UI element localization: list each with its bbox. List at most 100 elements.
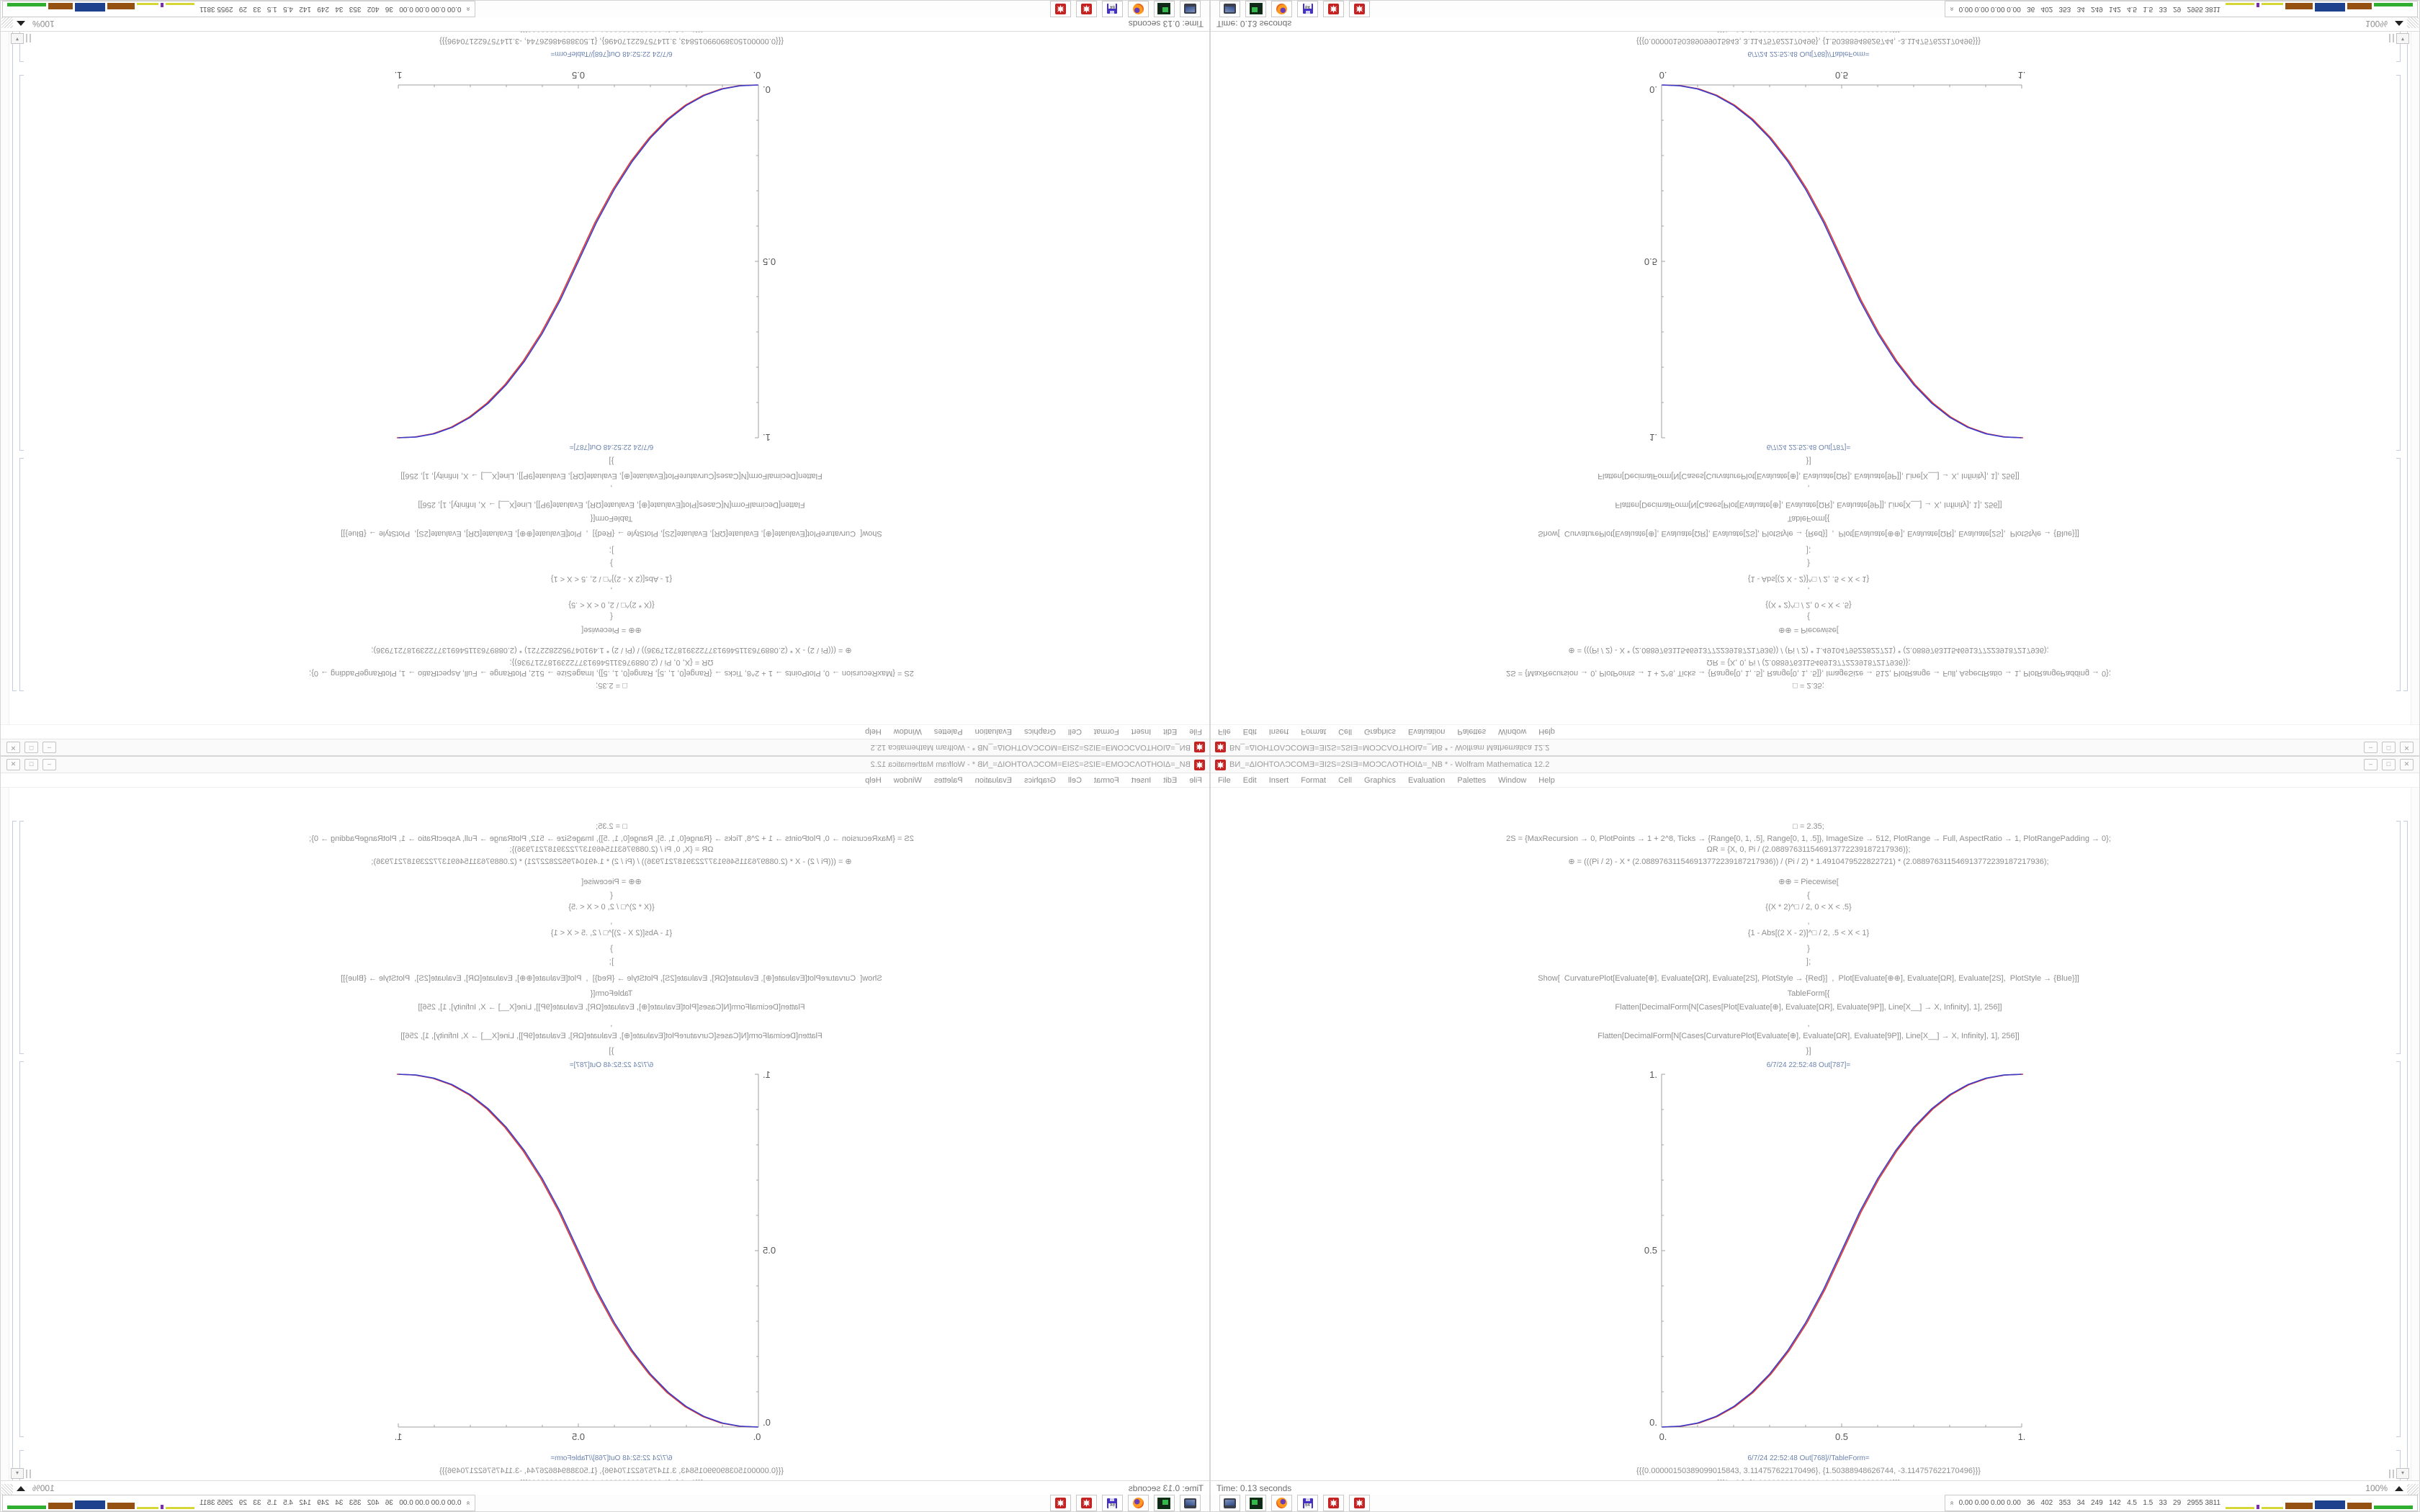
mathematica-icon[interactable] [1076,1,1097,17]
vertical-scrollbar[interactable] [2411,788,2419,1480]
horizontal-scrollbar-corner[interactable]: ▾ [2389,33,2409,44]
firefox-icon[interactable] [1128,1,1149,17]
magnification-control[interactable]: 100% [17,1483,55,1493]
terminal-icon[interactable] [1154,1,1175,17]
menu-item-graphics[interactable]: Graphics [1364,775,1397,785]
cell-group-bracket[interactable] [2403,821,2408,1486]
scrollbar-dropdown-icon[interactable]: ▾ [11,33,24,44]
menu-item-file[interactable]: File [1218,775,1231,785]
maximize-button[interactable]: □ [2382,759,2396,770]
mathematica-icon[interactable] [1323,1,1344,17]
mathematica-icon-2[interactable] [1349,1495,1370,1511]
horizontal-scrollbar-corner[interactable]: ▾ [11,1468,31,1479]
system-monitor-widget[interactable]: » 0.00 0.00 0.00 0.00 36 402 353 34 249 … [2,1,475,17]
floppy-64-icon[interactable]: 64 [1102,1495,1123,1511]
menu-item-cell[interactable]: Cell [1338,727,1353,737]
mathematica-icon[interactable] [1076,1495,1097,1511]
menu-item-insert[interactable]: Insert [1268,775,1289,785]
cell-bracket[interactable] [19,821,24,1054]
cell-group-bracket[interactable] [2403,26,2408,691]
cell-group-bracket[interactable] [12,821,17,1486]
scrollbar-dropdown-icon[interactable]: ▾ [2396,1468,2409,1479]
horizontal-scrollbar-corner[interactable]: ▾ [2389,1468,2409,1479]
menu-item-evaluation[interactable]: Evaluation [1408,775,1446,785]
maximize-button[interactable]: □ [24,742,38,753]
expand-chevron-icon[interactable]: » [1948,1500,1956,1506]
minimize-button[interactable]: – [2364,759,2378,770]
menu-item-file[interactable]: File [1189,727,1202,737]
menu-item-file[interactable]: File [1218,727,1231,737]
maximize-button[interactable]: □ [24,759,38,770]
cell-bracket[interactable] [19,1061,24,1437]
cell-bracket[interactable] [2396,458,2401,691]
cell-bracket[interactable] [2396,821,2401,1054]
minimize-button[interactable]: – [2364,742,2378,753]
menu-item-evaluation[interactable]: Evaluation [974,775,1012,785]
expand-chevron-icon[interactable]: » [1948,6,1956,12]
vm-monitor-icon[interactable] [1219,1,1240,17]
magnification-control[interactable]: 100% [2365,1483,2403,1493]
floppy-64-icon[interactable]: 64 [1297,1495,1318,1511]
menu-item-palettes[interactable]: Palettes [933,775,963,785]
menu-item-evaluation[interactable]: Evaluation [974,727,1012,737]
menu-item-edit[interactable]: Edit [1163,775,1178,785]
mathematica-icon[interactable] [1323,1495,1344,1511]
vertical-scrollbar[interactable] [2411,32,2419,724]
firefox-icon[interactable] [1271,1495,1292,1511]
menu-item-format[interactable]: Format [1093,727,1119,737]
floppy-64-icon[interactable]: 64 [1102,1,1123,17]
vertical-scrollbar[interactable] [1,788,9,1480]
firefox-icon[interactable] [1128,1495,1149,1511]
menu-item-help[interactable]: Help [865,727,882,737]
cell-bracket[interactable] [19,458,24,691]
menu-item-format[interactable]: Format [1301,727,1327,737]
menu-item-window[interactable]: Window [1498,775,1527,785]
vm-monitor-icon[interactable] [1219,1495,1240,1511]
menu-item-insert[interactable]: Insert [1131,775,1152,785]
menu-item-graphics[interactable]: Graphics [1364,727,1397,737]
menu-item-insert[interactable]: Insert [1268,727,1289,737]
vm-monitor-icon[interactable] [1180,1,1201,17]
menu-item-window[interactable]: Window [893,727,922,737]
resize-grip[interactable] [1,1484,13,1495]
cell-bracket[interactable] [2396,75,2401,451]
cell-bracket[interactable] [19,75,24,451]
menu-item-help[interactable]: Help [865,775,882,785]
vertical-scrollbar[interactable] [1,32,9,724]
close-button[interactable]: ✕ [6,742,20,753]
terminal-icon[interactable] [1245,1,1266,17]
mathematica-icon-2[interactable] [1349,1,1370,17]
menu-item-window[interactable]: Window [893,775,922,785]
system-monitor-widget[interactable]: » 0.00 0.00 0.00 0.00 36 402 353 34 249 … [1945,1495,2418,1511]
menu-item-insert[interactable]: Insert [1131,727,1152,737]
minimize-button[interactable]: – [42,759,56,770]
magnification-control[interactable]: 100% [17,19,55,29]
menu-item-format[interactable]: Format [1301,775,1327,785]
expand-chevron-icon[interactable]: » [464,6,472,12]
scrollbar-dropdown-icon[interactable]: ▾ [11,1468,24,1479]
menu-item-window[interactable]: Window [1498,727,1527,737]
menu-item-evaluation[interactable]: Evaluation [1408,727,1446,737]
floppy-64-icon[interactable]: 64 [1297,1,1318,17]
menu-item-edit[interactable]: Edit [1163,727,1178,737]
resize-grip[interactable] [2407,17,2419,28]
firefox-icon[interactable] [1271,1,1292,17]
close-button[interactable]: ✕ [6,759,20,770]
magnification-control[interactable]: 100% [2365,19,2403,29]
menu-item-palettes[interactable]: Palettes [1457,727,1487,737]
close-button[interactable]: ✕ [2400,742,2414,753]
resize-grip[interactable] [2407,1484,2419,1495]
menu-item-cell[interactable]: Cell [1067,775,1082,785]
close-button[interactable]: ✕ [2400,759,2414,770]
menu-item-format[interactable]: Format [1093,775,1119,785]
menu-item-graphics[interactable]: Graphics [1023,775,1056,785]
menu-item-file[interactable]: File [1189,775,1202,785]
scrollbar-dropdown-icon[interactable]: ▾ [2396,33,2409,44]
horizontal-scrollbar-corner[interactable]: ▾ [11,33,31,44]
cell-bracket[interactable] [2396,1061,2401,1437]
system-monitor-widget[interactable]: » 0.00 0.00 0.00 0.00 36 402 353 34 249 … [2,1495,475,1511]
menu-item-edit[interactable]: Edit [1242,727,1257,737]
menu-item-help[interactable]: Help [1538,727,1555,737]
resize-grip[interactable] [1,17,13,28]
menu-item-help[interactable]: Help [1538,775,1555,785]
